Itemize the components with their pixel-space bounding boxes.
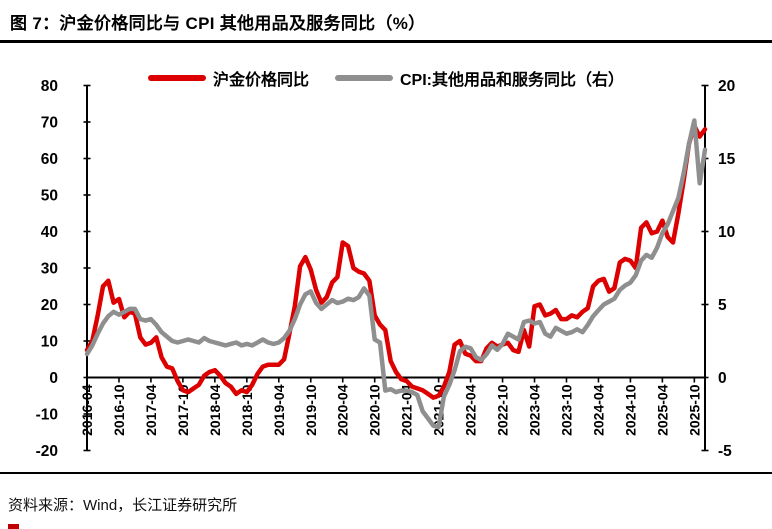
left-axis-tick-label: 0	[49, 370, 58, 387]
x-tick-label: 2020-04	[335, 384, 351, 436]
next-figure-bullet-fragment	[8, 524, 19, 529]
left-axis-tick-label: 20	[41, 297, 58, 314]
x-tick-label: 2018-04	[207, 384, 223, 436]
x-tick-label: 2025-04	[654, 384, 670, 436]
left-axis-tick-label: 30	[41, 261, 58, 278]
x-tick-label: 2022-04	[463, 384, 479, 436]
right-axis-tick-label: 5	[718, 297, 727, 314]
left-axis-tick-label: 70	[41, 115, 58, 132]
x-tick-label: 2019-04	[271, 384, 287, 436]
x-tick-label: 2024-04	[590, 384, 606, 436]
series-line-gold-yoy	[84, 123, 708, 400]
source-note: 资料来源：Wind，长江证券研究所	[8, 497, 238, 514]
right-axis-tick-label: 10	[718, 224, 735, 241]
figure-title: 图 7：沪金价格同比与 CPI 其他用品及服务同比（%）	[10, 14, 426, 33]
x-tick-label: 2020-10	[367, 384, 383, 436]
x-tick-label: 2025-10	[686, 384, 702, 436]
x-tick-label: 2021-04	[399, 384, 415, 436]
right-axis-tick-label: -5	[718, 443, 732, 460]
right-axis-tick-label: 20	[718, 78, 735, 95]
series-line-cpi-yoy	[84, 118, 708, 430]
right-axis-tick-label: 15	[718, 151, 736, 168]
x-tick-label: 2023-04	[527, 384, 543, 436]
title-divider	[0, 40, 772, 43]
x-tick-label: 2016-10	[111, 384, 127, 436]
x-tick-label: 2018-10	[239, 384, 255, 436]
left-axis-tick-label: 60	[41, 151, 58, 168]
x-tick-label: 2019-10	[303, 384, 319, 436]
x-tick-label: 2024-10	[622, 384, 638, 436]
left-axis-tick-label: 80	[41, 78, 58, 95]
x-tick-label: 2017-10	[175, 384, 191, 436]
left-axis-tick-label: -10	[36, 407, 58, 424]
x-tick-label: 2022-10	[495, 384, 511, 436]
x-tick-label: 2017-04	[143, 384, 159, 436]
right-axis-tick-label: 0	[718, 370, 727, 387]
left-axis-tick-label: 40	[41, 224, 58, 241]
left-axis-tick-label: -20	[36, 443, 58, 460]
x-tick-label: 2023-10	[558, 384, 574, 436]
left-axis-tick-label: 50	[41, 188, 58, 205]
left-axis-tick-label: 10	[41, 334, 58, 351]
footer-divider	[0, 472, 772, 474]
